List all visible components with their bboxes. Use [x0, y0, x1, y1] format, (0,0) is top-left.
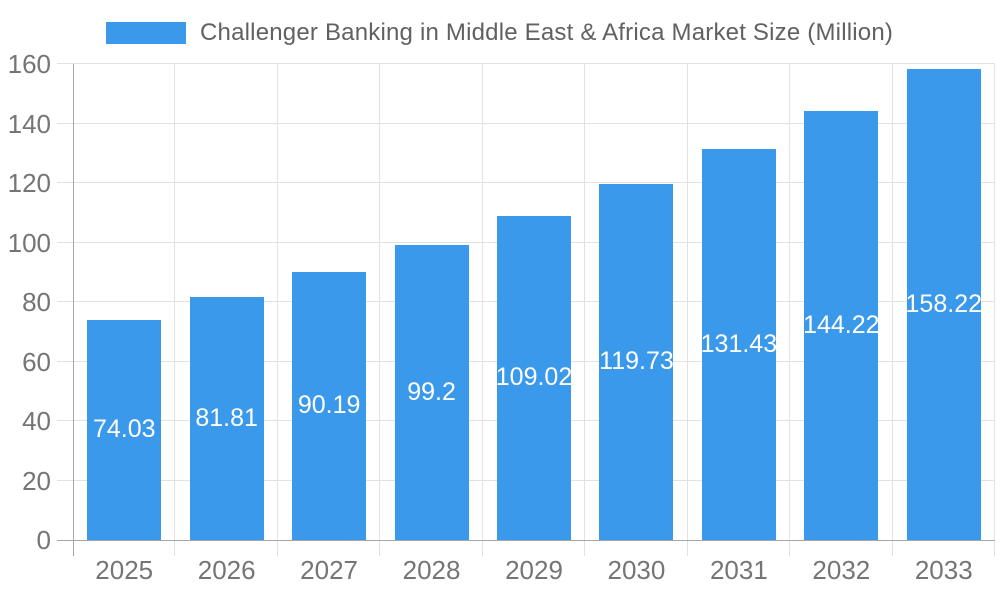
x-axis-line [57, 540, 995, 541]
y-axis-tick-label: 160 [7, 49, 51, 79]
plot-area: 0 20 40 60 80 100 120 140 160 74.03 2025 81.81 2026 9… [8, 49, 995, 585]
gridline-vertical [584, 64, 586, 556]
x-axis-tick-label: 2025 [95, 555, 154, 585]
gridline-horizontal [57, 63, 995, 64]
gridline-horizontal [57, 122, 995, 124]
x-axis-tick-label: 2032 [812, 555, 871, 585]
legend-item[interactable]: Challenger Banking in Middle East & Afri… [106, 19, 893, 47]
y-axis-tick-label: 140 [7, 108, 51, 139]
bar-2025[interactable] [87, 319, 162, 540]
gridline-vertical [686, 64, 688, 556]
bar-2027[interactable] [292, 271, 367, 540]
bar-2033[interactable] [906, 69, 981, 540]
bar-2031[interactable] [701, 148, 776, 540]
y-axis-tick-label: 120 [7, 168, 51, 198]
x-axis-tick-label: 2028 [402, 555, 461, 585]
gridline-vertical [891, 64, 893, 556]
gridline-vertical [379, 64, 381, 556]
y-axis-tick-label: 0 [36, 525, 51, 555]
x-axis-tick-label: 2027 [300, 555, 359, 585]
bar-2030[interactable] [599, 183, 674, 540]
x-axis-tick-label: 2030 [607, 555, 666, 585]
y-axis-tick-label: 60 [22, 346, 51, 377]
y-axis-tick-label: 100 [7, 227, 51, 258]
bar-2028[interactable] [394, 244, 469, 540]
y-axis-line [73, 64, 74, 556]
y-axis-tick-label: 40 [22, 406, 51, 436]
gridline-vertical [174, 64, 176, 556]
x-axis-tick-label: 2033 [914, 555, 973, 585]
x-axis-tick-label: 2026 [197, 555, 256, 585]
x-axis-tick-label: 2029 [505, 555, 563, 585]
x-axis-tick-label: 2031 [709, 555, 768, 585]
bar-2026[interactable] [189, 296, 264, 540]
gridline-vertical [276, 64, 278, 556]
bar-2029[interactable] [497, 215, 571, 540]
bar-2032[interactable] [804, 110, 879, 540]
y-axis-tick-label: 80 [22, 287, 51, 317]
gridline-vertical [481, 64, 483, 556]
gridline-vertical [994, 64, 995, 556]
legend-swatch [106, 22, 186, 44]
y-axis-tick-label: 20 [22, 465, 51, 496]
gridline-vertical [789, 64, 791, 556]
legend-label: Challenger Banking in Middle East & Afri… [200, 19, 894, 46]
gridline-horizontal [57, 182, 995, 183]
